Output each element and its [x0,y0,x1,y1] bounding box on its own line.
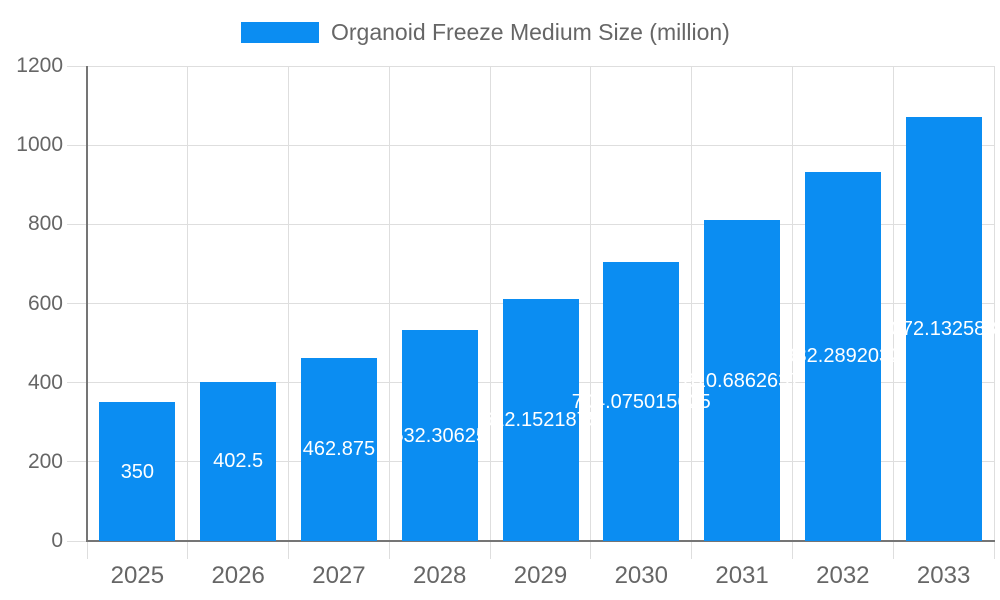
bar-value-label: 810.6862637 [683,369,801,392]
y-axis-tick-label: 400 [27,370,63,394]
bar-value-label: 612.1521875 [482,408,599,431]
y-axis-tick-label: 600 [27,291,63,315]
x-gridline [791,66,793,559]
y-axis-tick-label: 1000 [16,133,63,157]
bar-value-label: 532.30625 [392,424,487,447]
x-gridline [993,66,995,559]
x-axis-tick-label: 2025 [110,562,165,589]
bar-2027[interactable] [300,357,377,541]
bar-2030[interactable] [603,262,680,541]
bar-value-label: 462.875 [302,438,376,461]
bar-value-label: 402.5 [213,450,264,473]
x-gridline [590,66,592,559]
x-axis-tick-label: 2028 [413,562,467,589]
bar-2026[interactable] [200,381,277,541]
bar-value-label: 932.2892032 [784,345,902,368]
bar-value-label: 704.075015625 [571,390,711,413]
bar-2032[interactable] [804,171,881,541]
x-gridline [388,66,390,559]
y-axis-line [86,66,88,541]
x-gridline [691,66,693,559]
bar-2028[interactable] [401,330,478,541]
x-axis-tick-label: 2026 [211,562,265,589]
x-axis-tick-label: 2030 [614,562,668,589]
x-axis-tick-label: 2032 [816,562,870,589]
y-axis-tick-label: 0 [51,529,63,552]
x-axis-tick-label: 2031 [715,562,769,589]
legend-swatch [241,21,319,43]
bar-2029[interactable] [502,298,579,541]
y-gridline [67,144,994,146]
x-axis-tick-label: 2033 [916,562,971,589]
bar-2033[interactable] [905,116,982,541]
bar-value-label: 1072.1325837 [879,317,1000,340]
x-axis-tick-label: 2027 [312,562,366,589]
x-gridline [187,66,189,559]
y-gridline [67,223,994,225]
y-axis-tick-label: 200 [27,449,63,473]
y-gridline [67,65,994,67]
x-gridline [892,66,894,559]
legend-item[interactable]: Organoid Freeze Medium Size (million) [241,19,730,45]
legend-label: Organoid Freeze Medium Size (million) [331,19,730,45]
y-axis-tick-label: 1200 [16,54,63,77]
x-axis-line [86,540,995,542]
x-axis-tick-label: 2029 [513,562,568,589]
y-axis-tick-label: 800 [27,212,63,236]
x-gridline [288,66,290,559]
x-gridline [489,66,491,559]
bar-value-label: 350 [120,460,155,483]
bar-2031[interactable] [704,220,781,541]
bar-2025[interactable] [99,402,176,541]
